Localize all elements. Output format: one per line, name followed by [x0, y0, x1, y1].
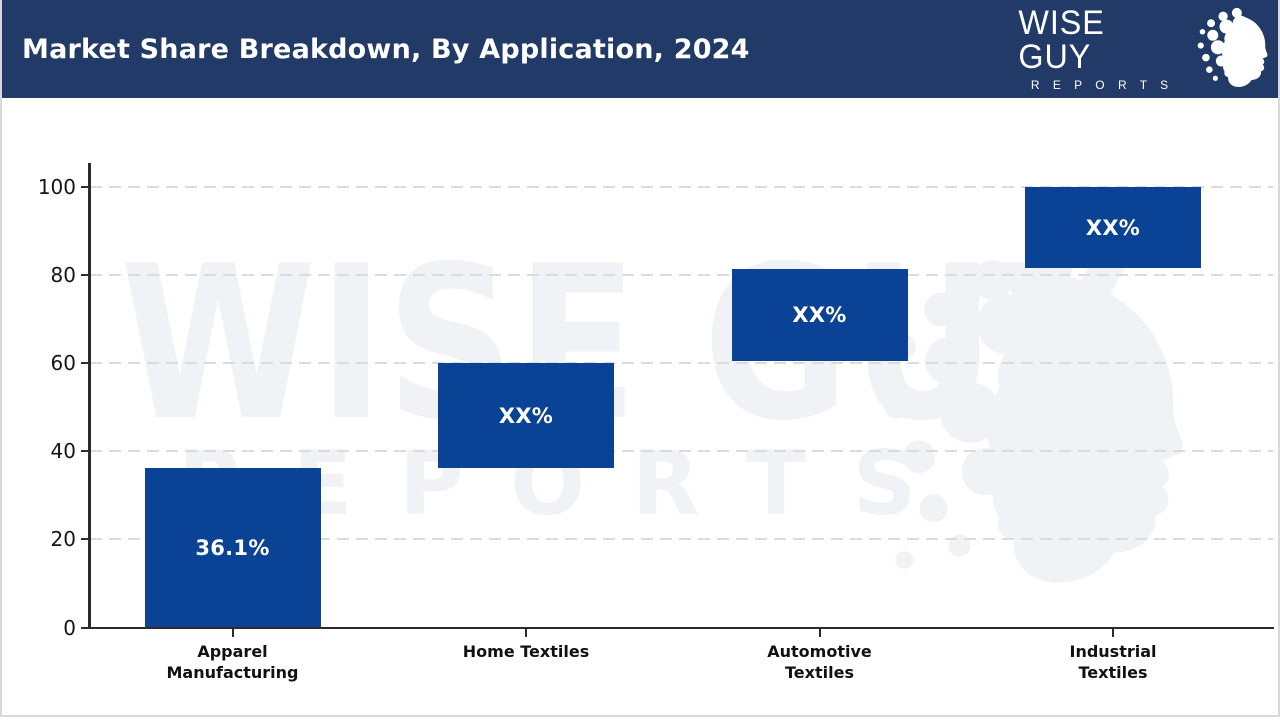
y-tick-80	[81, 274, 89, 277]
gridline-20	[90, 538, 1273, 541]
y-tick-60	[81, 362, 89, 365]
y-tick-40	[81, 450, 89, 453]
x-tick-2	[525, 629, 527, 637]
y-axis-spine	[88, 163, 91, 629]
x-category-label-4: Industrial Textiles	[1069, 642, 1157, 682]
x-category-label-1: Apparel Manufacturing	[166, 642, 299, 682]
y-tick-label-20: 20	[50, 527, 76, 552]
brand-head-icon	[1197, 7, 1268, 87]
y-tick-100	[81, 186, 89, 188]
gridline-60	[90, 362, 1273, 365]
bar-1: 36.1%	[144, 468, 321, 628]
y-tick-20	[81, 538, 89, 541]
bar-value-label: 36.1%	[195, 535, 270, 560]
x-category-label-2: Home Textiles	[462, 642, 590, 661]
x-tick-4	[1112, 629, 1114, 637]
y-tick-label-0: 0	[63, 615, 76, 640]
y-tick-label-80: 80	[50, 263, 76, 288]
brand-name: WISE GUY	[1018, 4, 1105, 76]
y-tick-label-100: 100	[37, 175, 76, 199]
bar-value-label: XX%	[1085, 215, 1141, 240]
y-tick-label-60: 60	[50, 351, 76, 376]
gridline-100	[90, 186, 1273, 188]
bar-value-label: XX%	[498, 403, 554, 428]
brand-logo-text: WISE GUY R E P O R T S	[1014, 6, 1190, 92]
x-tick-1	[231, 629, 234, 637]
y-tick-0	[81, 626, 89, 629]
x-tick-3	[818, 629, 821, 637]
brand-logo: WISE GUY R E P O R T S	[1014, 4, 1274, 94]
gridline-40	[90, 450, 1273, 453]
x-axis-spine	[88, 626, 1274, 629]
watermark-head-icon	[883, 243, 1183, 583]
x-category-label-3: Automotive Textiles	[767, 642, 872, 682]
bar-value-label: XX%	[792, 303, 847, 328]
y-tick-label-40: 40	[50, 439, 76, 464]
header: Market Share Breakdown, By Application, …	[2, 0, 1278, 98]
page-title: Market Share Breakdown, By Application, …	[22, 33, 750, 65]
bar-3: XX%	[731, 269, 908, 362]
bar-4: XX%	[1025, 187, 1201, 269]
bar-2: XX%	[438, 362, 614, 469]
brand-subtitle: R E P O R T S	[1030, 78, 1174, 92]
gridline-80	[90, 274, 1273, 277]
